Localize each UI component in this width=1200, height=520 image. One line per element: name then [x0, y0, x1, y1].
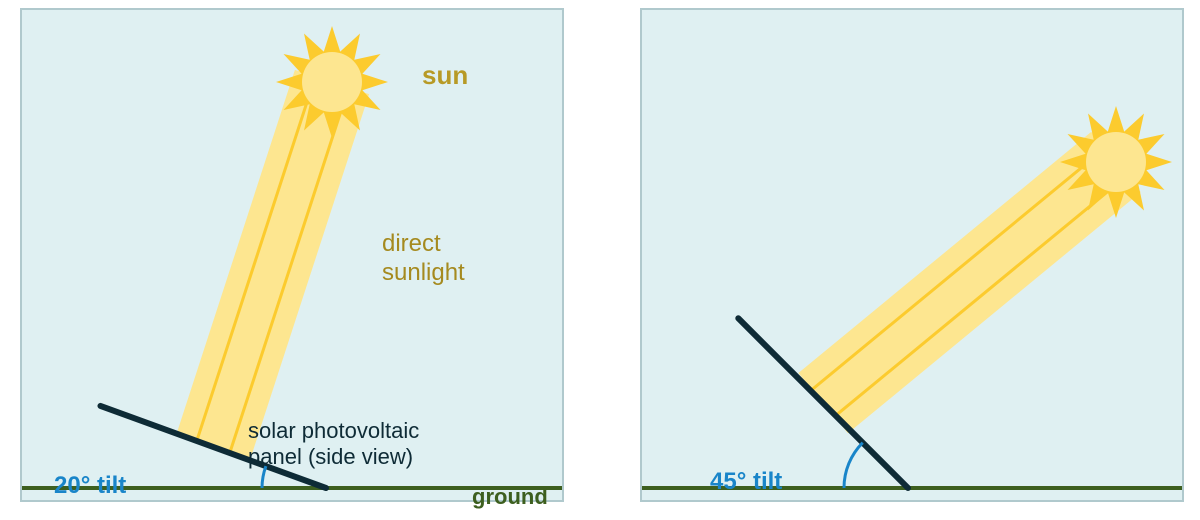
- diagram-root: sun direct sunlight solar photovoltaic pan…: [0, 0, 1200, 520]
- label-direct: direct sunlight: [382, 230, 465, 288]
- sun-core: [302, 52, 362, 112]
- label-sun: sun: [422, 60, 468, 91]
- sun-core: [1086, 132, 1146, 192]
- label-tilt45: 45° tilt: [710, 468, 782, 497]
- label-tilt20: 20° tilt: [54, 472, 126, 501]
- beam-stripe: [834, 176, 1127, 417]
- tilt-arc: [844, 443, 863, 488]
- label-panel_desc: solar photovoltaic panel (side view): [248, 418, 419, 471]
- label-ground: ground: [472, 484, 548, 510]
- beam-stripe: [812, 148, 1105, 389]
- panel-right: 45° tilt: [640, 8, 1184, 502]
- scene-svg-right: [642, 10, 1182, 500]
- panel-left: sun direct sunlight solar photovoltaic pan…: [20, 8, 564, 502]
- sunlight-beam: [176, 70, 369, 459]
